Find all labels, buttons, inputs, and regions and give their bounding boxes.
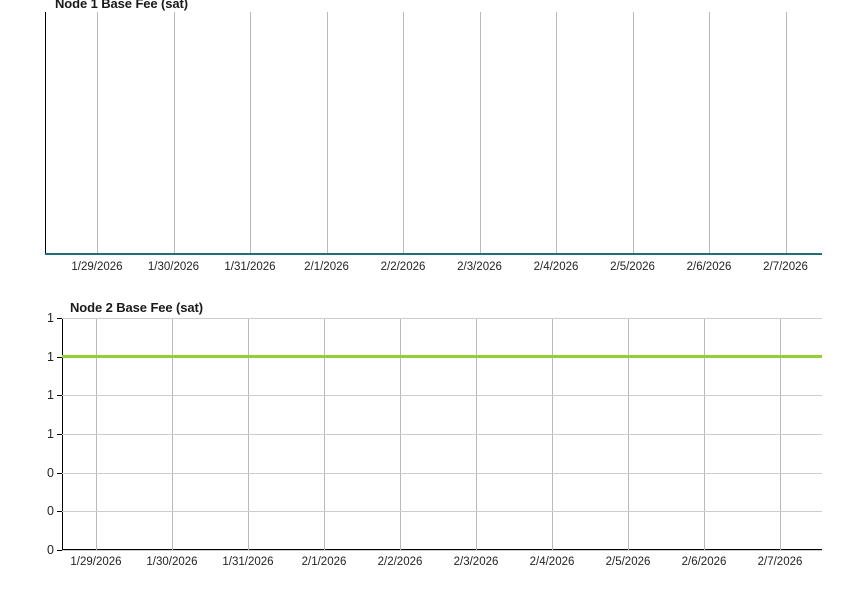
y-tick-label: 1	[47, 349, 54, 364]
x-tick-label: 2/1/2026	[304, 261, 349, 273]
y-tick-label: 1	[47, 311, 54, 325]
gridline-horizontal	[62, 434, 822, 435]
y-tick-mark	[57, 511, 62, 513]
gridline-vertical	[709, 12, 710, 255]
x-tick-label: 2/3/2026	[457, 261, 502, 273]
x-tick-label: 1/30/2026	[146, 556, 198, 568]
chart-title-node1: Node 1 Base Fee (sat)	[55, 0, 189, 11]
y-tick-mark	[57, 472, 62, 474]
y-tick-mark	[57, 356, 62, 358]
gridline-vertical	[326, 12, 328, 255]
y-tick-mark	[57, 395, 62, 397]
x-tick-label: 2/5/2026	[610, 261, 655, 273]
gridline-horizontal	[62, 550, 822, 551]
gridline-vertical	[250, 12, 251, 255]
series-line-node2	[62, 355, 822, 359]
x-axis-line-node2	[62, 549, 822, 550]
y-tick-label: 0	[47, 465, 54, 480]
x-tick-label: 2/2/2026	[377, 556, 423, 568]
x-tick-label: 2/5/2026	[605, 556, 651, 568]
chart-node2-base-fee: Node 2 Base Fee (sat) 1/29/2026 1/30/2026…	[0, 296, 860, 600]
gridline-vertical	[785, 12, 787, 255]
x-tick-label: 2/3/2026	[453, 556, 499, 568]
x-tick-label: 2/1/2026	[301, 556, 347, 568]
y-tick-label: 0	[47, 543, 54, 557]
y-axis-line-node1	[45, 12, 46, 255]
y-tick-label: 1	[47, 388, 54, 403]
plot-area-node1	[45, 12, 822, 255]
gridline-vertical	[556, 12, 557, 255]
y-tick-mark	[57, 550, 62, 551]
y-tick-label: 1	[47, 427, 54, 441]
x-tick-label: 1/30/2026	[147, 261, 200, 273]
y-tick-mark	[57, 434, 62, 435]
gridline-vertical	[97, 12, 98, 255]
x-tick-label: 1/31/2026	[222, 556, 274, 568]
gridline-vertical	[632, 12, 634, 255]
x-tick-label: 1/31/2026	[224, 261, 276, 273]
chart-node1-base-fee: Node 1 Base Fee (sat) 1/29/2026 1/30/2026…	[0, 0, 860, 296]
gridline-horizontal	[62, 511, 822, 513]
gridline-vertical	[403, 12, 404, 255]
gridline-horizontal	[62, 395, 822, 397]
x-tick-label: 2/6/2026	[686, 261, 732, 273]
x-tick-label: 1/29/2026	[70, 556, 122, 568]
plot-area-node2	[57, 318, 822, 551]
gridline-vertical	[173, 12, 175, 255]
x-tick-label: 1/29/2026	[71, 261, 123, 273]
x-tick-label: 2/6/2026	[681, 556, 727, 568]
x-tick-label: 2/2/2026	[380, 261, 426, 273]
gridline-horizontal	[62, 318, 822, 319]
x-tick-label: 2/7/2026	[763, 261, 808, 273]
y-tick-mark	[57, 318, 62, 319]
gridline-horizontal	[62, 472, 822, 474]
x-tick-label: 2/4/2026	[529, 556, 575, 568]
x-tick-label: 2/7/2026	[757, 556, 803, 568]
series-line-node1	[45, 253, 822, 255]
gridline-vertical	[479, 12, 481, 255]
x-tick-label: 2/4/2026	[533, 261, 579, 273]
chart-title-node2: Node 2 Base Fee (sat)	[70, 300, 204, 315]
y-tick-label: 0	[47, 504, 54, 519]
